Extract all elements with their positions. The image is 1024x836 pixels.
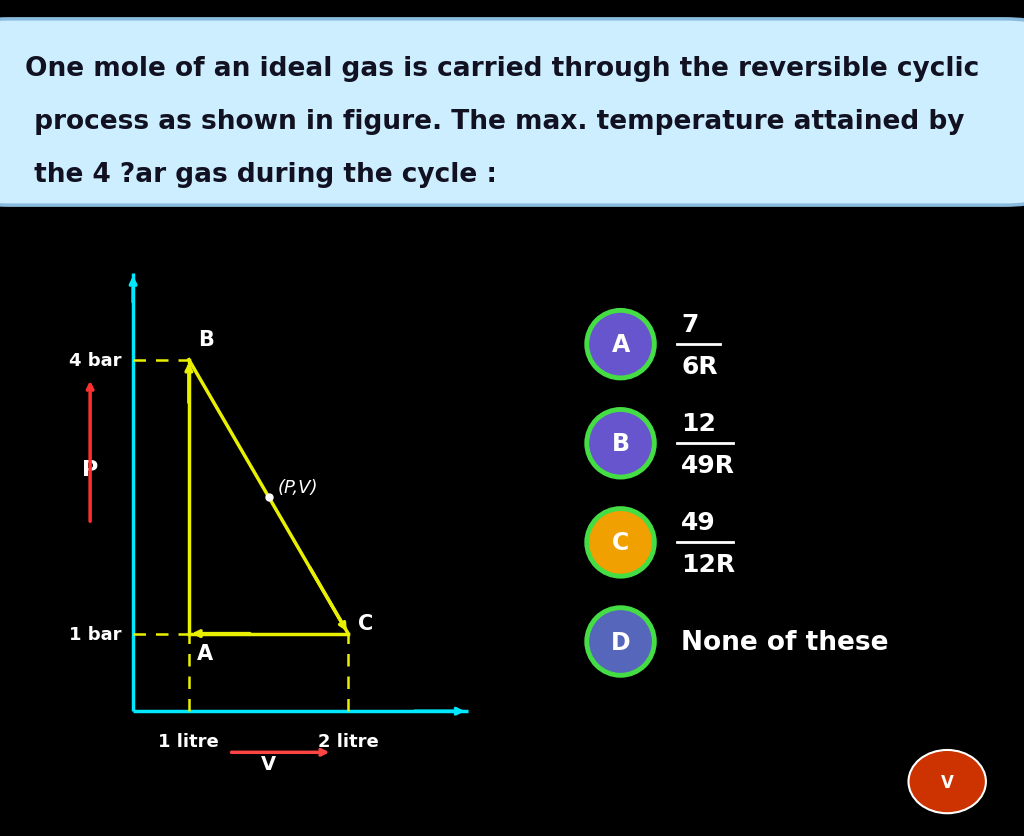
Text: B: B xyxy=(199,329,214,349)
Text: 1 bar: 1 bar xyxy=(70,624,122,643)
Text: 4 bar: 4 bar xyxy=(70,351,122,370)
Text: None of these: None of these xyxy=(681,629,889,655)
Text: C: C xyxy=(612,531,629,555)
Text: A: A xyxy=(611,333,630,357)
Text: 2 litre: 2 litre xyxy=(317,732,379,751)
Text: 49: 49 xyxy=(681,511,716,534)
Circle shape xyxy=(587,509,654,577)
Text: (P,V): (P,V) xyxy=(279,478,318,497)
Circle shape xyxy=(587,410,654,477)
Text: 6R: 6R xyxy=(681,354,718,379)
Text: 12: 12 xyxy=(681,411,716,436)
Text: process as shown in figure. The max. temperature attained by: process as shown in figure. The max. tem… xyxy=(26,109,965,135)
FancyBboxPatch shape xyxy=(0,20,1024,206)
Circle shape xyxy=(587,608,654,675)
Text: 12R: 12R xyxy=(681,553,735,576)
Text: the 4 ?ar gas during the cycle :: the 4 ?ar gas during the cycle : xyxy=(26,161,497,187)
Text: B: B xyxy=(611,431,630,456)
Text: One mole of an ideal gas is carried through the reversible cyclic: One mole of an ideal gas is carried thro… xyxy=(26,56,979,82)
Text: P: P xyxy=(82,460,98,480)
Text: V: V xyxy=(261,754,276,772)
Text: A: A xyxy=(197,644,213,664)
Circle shape xyxy=(908,750,986,813)
Text: 1 litre: 1 litre xyxy=(159,732,219,751)
Text: 49R: 49R xyxy=(681,453,735,477)
Text: 7: 7 xyxy=(681,313,698,336)
Circle shape xyxy=(587,311,654,379)
Text: D: D xyxy=(610,630,631,654)
Text: V: V xyxy=(941,772,953,791)
Text: C: C xyxy=(357,614,373,634)
